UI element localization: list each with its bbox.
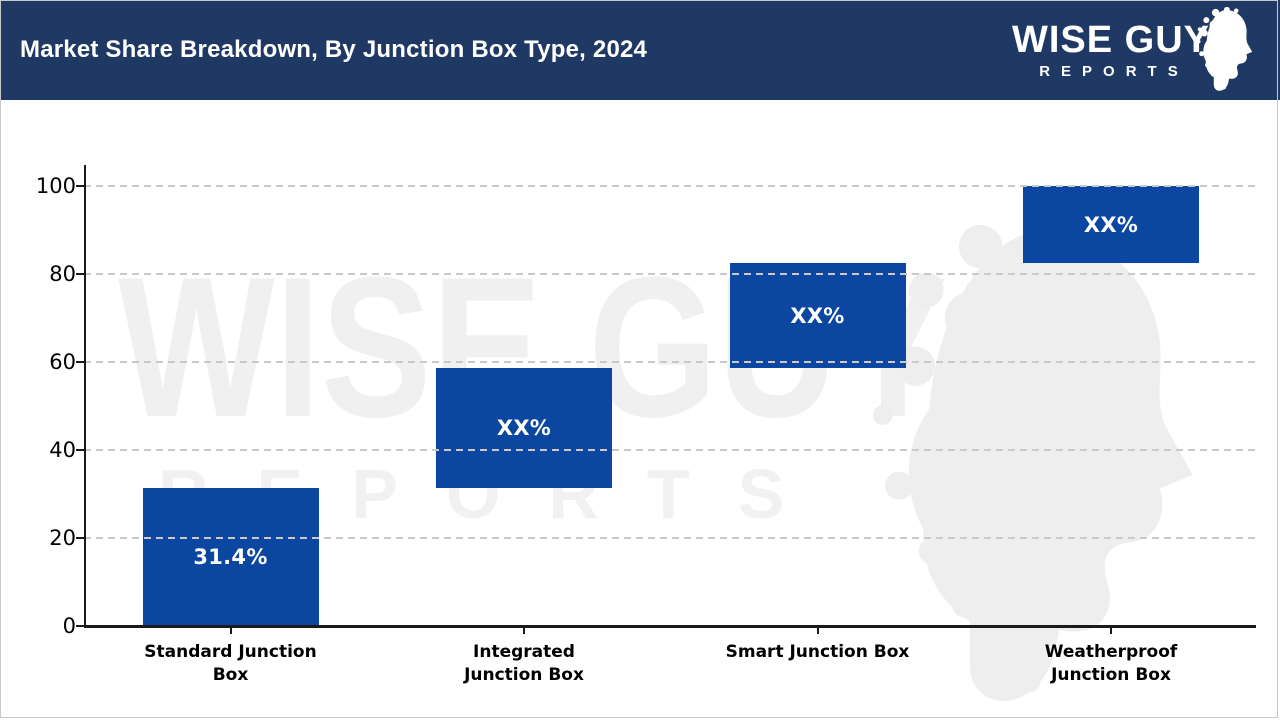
bar-value-label: XX% <box>790 303 845 328</box>
y-tick-mark <box>76 449 84 451</box>
gridline <box>84 361 1256 363</box>
bar-value-label: XX% <box>1083 212 1139 237</box>
y-tick-mark <box>76 185 84 187</box>
x-category-label: Standard Junction Box <box>144 642 317 685</box>
bar-segment: XX% <box>436 368 612 488</box>
wise-guy-reports-logo: WISE GUY REPORTS <box>1012 7 1254 93</box>
y-tick-mark <box>76 361 84 363</box>
bar-segment: XX% <box>1023 186 1199 263</box>
y-tick-label: 40 <box>49 438 76 462</box>
x-axis-spine <box>84 625 1256 628</box>
y-tick-mark <box>76 625 84 627</box>
x-tick-mark <box>1110 627 1112 634</box>
y-tick-label: 100 <box>35 174 76 198</box>
y-tick-mark <box>76 273 84 275</box>
y-axis-spine <box>84 165 86 628</box>
x-tick-mark <box>229 627 232 634</box>
gridline <box>84 185 1256 187</box>
gridline <box>84 449 1256 451</box>
gridline <box>84 273 1256 275</box>
x-category-label: Integrated Junction Box <box>464 642 584 685</box>
logo-wiseguy-text: WISE GUY <box>1011 18 1210 61</box>
x-tick-mark <box>523 627 525 634</box>
y-tick-label: 0 <box>62 614 76 638</box>
x-category-label: Weatherproof Junction Box <box>1044 642 1178 685</box>
x-tick-mark <box>816 627 819 634</box>
page-title: Market Share Breakdown, By Junction Box … <box>20 36 648 63</box>
bar-segment: XX% <box>729 263 906 369</box>
x-category-label: Smart Junction Box <box>725 642 910 662</box>
bar-value-label: 31.4% <box>193 544 268 569</box>
y-tick-label: 60 <box>49 350 76 374</box>
logo-text: WISE GUY REPORTS <box>1012 21 1210 80</box>
logo-head-icon <box>1197 7 1253 91</box>
logo-reports-text: REPORTS <box>1039 62 1189 80</box>
bar-value-label: XX% <box>496 415 552 440</box>
gridline <box>84 537 1256 539</box>
header-bar: Market Share Breakdown, By Junction Box … <box>0 0 1280 100</box>
y-tick-mark <box>76 537 84 539</box>
bar-segment: 31.4% <box>142 487 319 626</box>
y-tick-label: 20 <box>49 526 76 550</box>
y-tick-label: 80 <box>49 262 76 286</box>
